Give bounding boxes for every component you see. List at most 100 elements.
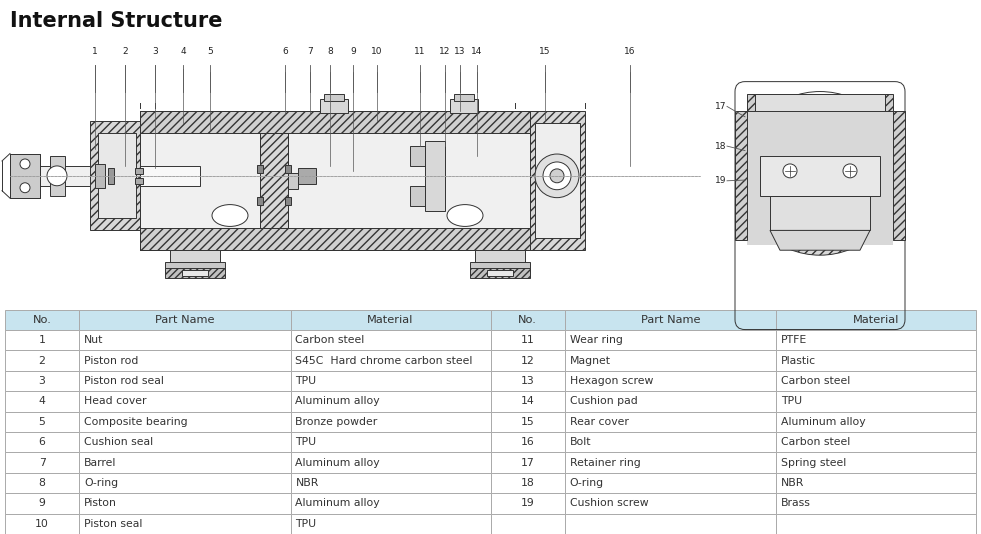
Bar <box>776 473 976 493</box>
Text: TPU: TPU <box>295 519 317 529</box>
Bar <box>565 412 776 432</box>
Bar <box>257 165 263 173</box>
Text: Barrel: Barrel <box>84 458 117 468</box>
Bar <box>5 493 79 514</box>
Bar <box>490 412 565 432</box>
Bar <box>165 262 225 272</box>
Text: Composite bearing: Composite bearing <box>84 417 187 427</box>
Bar <box>50 156 65 195</box>
Text: Nut: Nut <box>84 335 103 345</box>
Bar <box>776 391 976 412</box>
Text: Head cover: Head cover <box>84 396 146 406</box>
Text: NBR: NBR <box>295 478 319 488</box>
Bar <box>5 330 79 350</box>
Text: 14: 14 <box>471 48 483 57</box>
Bar <box>454 93 474 101</box>
Text: Plastic: Plastic <box>781 356 816 366</box>
Bar <box>490 391 565 412</box>
Text: 2: 2 <box>123 48 128 57</box>
Circle shape <box>20 159 30 169</box>
Text: Bolt: Bolt <box>570 437 592 447</box>
Text: Carbon steel: Carbon steel <box>781 376 851 386</box>
Text: 6: 6 <box>283 48 287 57</box>
Text: 17: 17 <box>715 102 727 111</box>
Ellipse shape <box>212 205 248 226</box>
Ellipse shape <box>447 205 483 226</box>
Bar <box>140 229 530 250</box>
Text: Aluminum alloy: Aluminum alloy <box>295 396 380 406</box>
Bar <box>298 168 316 184</box>
Text: Aluminum alloy: Aluminum alloy <box>295 498 380 508</box>
Text: 13: 13 <box>521 376 535 386</box>
Text: 8: 8 <box>327 48 333 57</box>
Bar <box>324 93 344 101</box>
Bar <box>79 452 290 473</box>
Bar <box>79 514 290 534</box>
Bar <box>140 133 530 229</box>
Bar <box>79 473 290 493</box>
Text: 14: 14 <box>521 396 535 406</box>
Text: 13: 13 <box>454 48 466 57</box>
Circle shape <box>47 166 67 186</box>
Bar <box>290 493 490 514</box>
Bar <box>290 514 490 534</box>
Text: O-ring: O-ring <box>84 478 118 488</box>
Bar <box>79 350 290 371</box>
Polygon shape <box>770 230 870 250</box>
Bar <box>490 493 565 514</box>
Text: 1: 1 <box>38 335 45 345</box>
Bar <box>79 371 290 391</box>
Text: 19: 19 <box>521 498 535 508</box>
Bar <box>565 432 776 452</box>
Text: 16: 16 <box>521 437 535 447</box>
Text: Rear cover: Rear cover <box>570 417 629 427</box>
Bar <box>490 452 565 473</box>
Bar <box>5 432 79 452</box>
Bar <box>490 371 565 391</box>
Text: 11: 11 <box>521 335 535 345</box>
Text: Carbon steel: Carbon steel <box>781 437 851 447</box>
Text: 11: 11 <box>414 48 426 57</box>
Bar <box>776 310 976 330</box>
Bar <box>79 432 290 452</box>
Bar <box>140 112 530 250</box>
Bar <box>79 330 290 350</box>
Text: Aluminum alloy: Aluminum alloy <box>295 458 380 468</box>
Bar <box>760 156 880 195</box>
Bar <box>290 350 490 371</box>
Text: No.: No. <box>518 315 537 325</box>
Bar <box>290 432 490 452</box>
Bar <box>490 330 565 350</box>
Bar <box>470 268 530 278</box>
Bar <box>565 391 776 412</box>
Bar <box>98 133 136 218</box>
Bar <box>290 452 490 473</box>
FancyBboxPatch shape <box>755 112 885 227</box>
Bar <box>5 452 79 473</box>
Bar <box>490 432 565 452</box>
Text: Cushion seal: Cushion seal <box>84 437 153 447</box>
Text: 16: 16 <box>624 48 636 57</box>
Bar <box>285 197 291 205</box>
Bar <box>290 310 490 330</box>
Text: S45C  Hard chrome carbon steel: S45C Hard chrome carbon steel <box>295 356 473 366</box>
Bar <box>260 133 288 229</box>
Bar <box>450 99 478 113</box>
Bar <box>285 165 291 173</box>
Bar <box>290 371 490 391</box>
Text: 7: 7 <box>307 48 313 57</box>
Bar <box>10 154 40 198</box>
Bar <box>140 166 200 186</box>
Text: Internal Structure: Internal Structure <box>10 11 223 31</box>
Text: Piston rod: Piston rod <box>84 356 138 366</box>
Text: 10: 10 <box>371 48 383 57</box>
Bar <box>108 168 114 184</box>
Bar <box>288 173 298 189</box>
Text: 1: 1 <box>92 48 98 57</box>
Bar <box>320 99 348 113</box>
Text: 18: 18 <box>521 478 535 488</box>
Bar <box>135 178 143 184</box>
Bar <box>410 146 425 166</box>
Text: Piston rod seal: Piston rod seal <box>84 376 164 386</box>
Text: 5: 5 <box>38 417 45 427</box>
